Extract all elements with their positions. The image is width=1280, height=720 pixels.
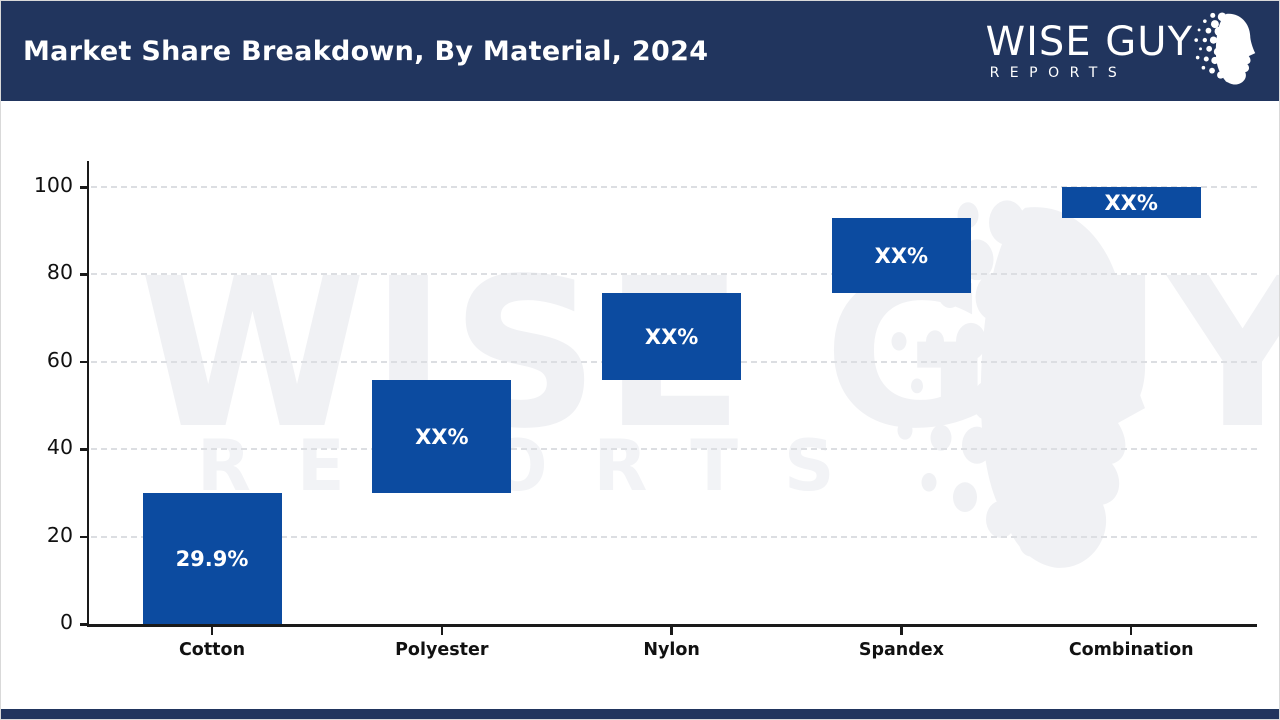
x-axis-line (86, 624, 1257, 627)
watermark-text-line2: REPORTS (197, 425, 881, 507)
gridline-100 (91, 186, 1257, 188)
y-axis-tick-label-60: 60 (46, 347, 73, 372)
y-axis-tick-40 (79, 448, 87, 451)
bar-nylon: XX% (602, 293, 742, 381)
y-axis-tick-80 (79, 273, 87, 276)
bar-value-label-spandex: XX% (874, 243, 929, 268)
x-axis-tick-nylon (670, 626, 673, 635)
x-axis-label-cotton: Cotton (178, 640, 246, 660)
y-axis-tick-label-0: 0 (59, 610, 73, 634)
logo-text: WISE GUY REPORTS (986, 22, 1193, 81)
y-axis-tick-60 (79, 360, 87, 364)
bar-value-label-polyester: XX% (415, 424, 469, 449)
x-axis-tick-polyester (440, 626, 444, 635)
gridline-40 (91, 448, 1257, 451)
chart-title: Market Share Breakdown, By Material, 202… (23, 35, 709, 67)
logo-subtext: REPORTS (989, 64, 1128, 81)
bar-value-label-combination: XX% (1104, 190, 1158, 215)
y-axis-tick-20 (79, 535, 87, 539)
x-axis-tick-combination (1129, 626, 1133, 635)
x-axis-label-combination: Combination (1068, 640, 1194, 660)
y-axis-tick-label-100: 100 (33, 173, 73, 197)
bar-value-label-nylon: XX% (644, 324, 699, 349)
bar-combination: XX% (1061, 187, 1201, 219)
x-axis-label-spandex: Spandex (858, 640, 944, 660)
brand-logo: WISE GUY REPORTS (986, 11, 1261, 91)
y-axis-tick-0 (79, 623, 87, 626)
x-axis-label-nylon: Nylon (643, 640, 700, 660)
y-axis-line (86, 160, 89, 627)
logo-head-icon (1194, 12, 1256, 85)
header-bar: Market Share Breakdown, By Material, 202… (1, 1, 1279, 101)
bar-cotton: 29.9% (142, 493, 282, 624)
x-axis-label-polyester: Polyester (395, 640, 489, 660)
gridline-80 (91, 273, 1257, 276)
x-axis-tick-cotton (210, 626, 214, 635)
footer-bar (1, 709, 1279, 719)
bar-polyester: XX% (372, 380, 512, 494)
x-axis-tick-spandex (900, 626, 903, 635)
bar-value-label-cotton: 29.9% (175, 546, 249, 571)
y-axis-tick-label-80: 80 (46, 260, 73, 285)
y-axis-tick-100 (79, 186, 87, 189)
logo-wordmark: WISE GUY (985, 18, 1193, 65)
bar-spandex: XX% (831, 218, 971, 294)
y-axis-tick-label-40: 40 (46, 435, 73, 460)
gridline-20 (91, 535, 1257, 538)
y-axis-tick-label-20: 20 (46, 522, 73, 547)
